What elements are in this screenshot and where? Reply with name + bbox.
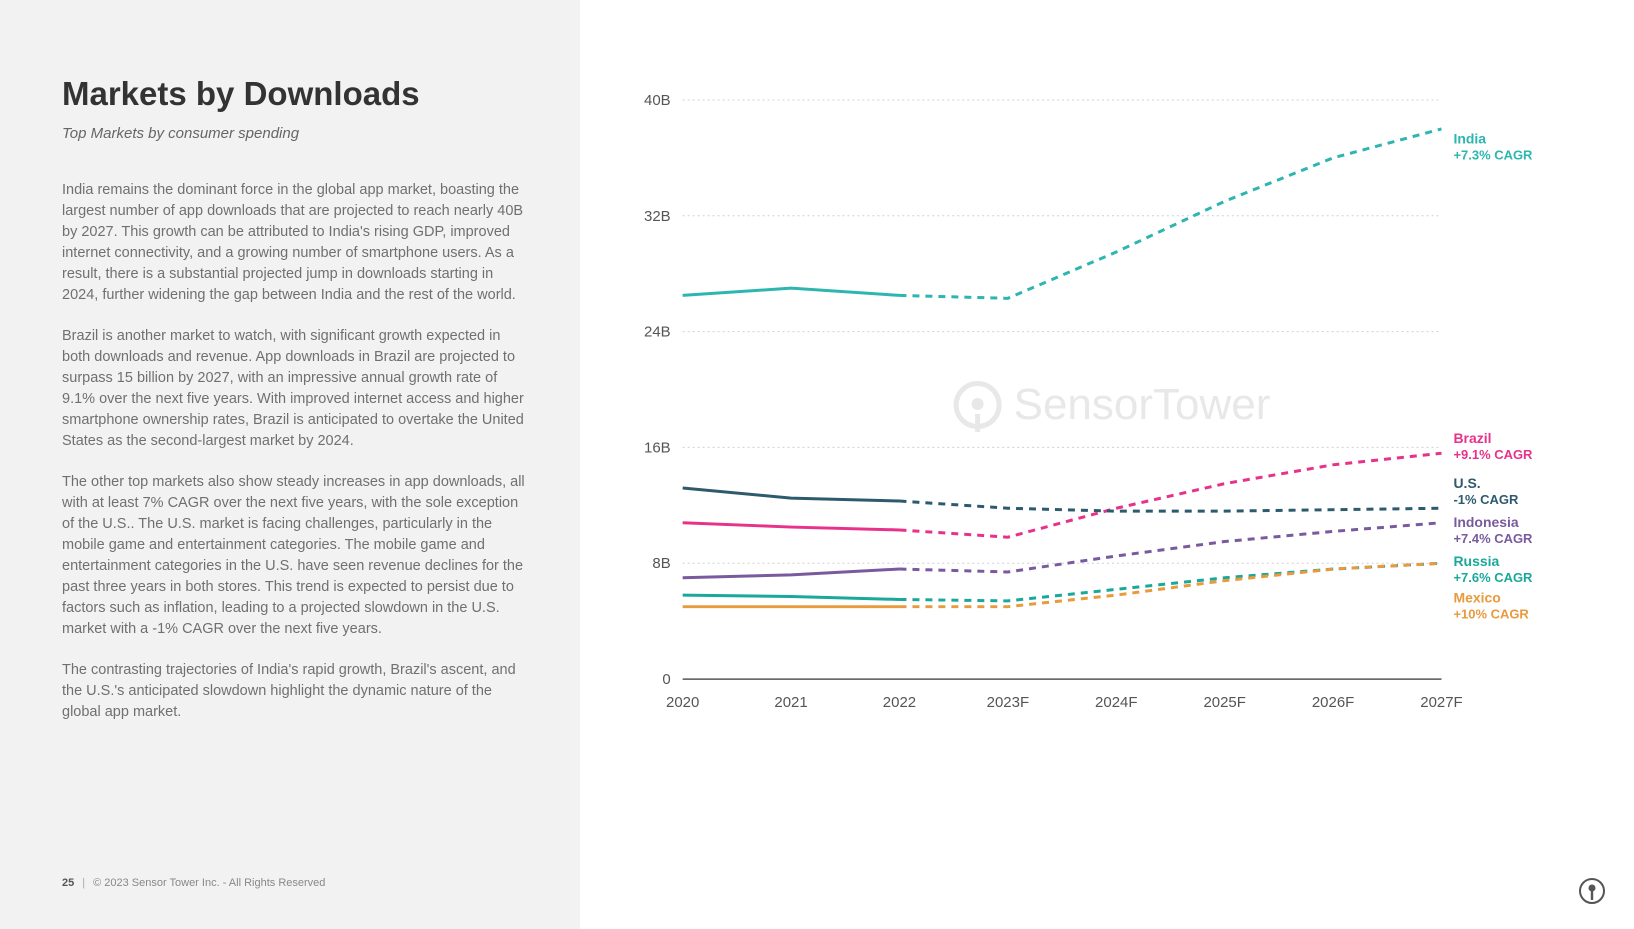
series-cagr-mexico: +10% CAGR: [1453, 606, 1529, 621]
series-line-russia: [683, 595, 900, 599]
x-axis-label: 2023F: [987, 694, 1029, 711]
footer-separator: |: [82, 877, 85, 889]
series-forecast-indonesia: [899, 523, 1441, 572]
page-title: Markets by Downloads: [62, 75, 530, 113]
x-axis-label: 2027F: [1420, 694, 1462, 711]
series-cagr-us: -1% CAGR: [1453, 492, 1518, 507]
footer: 25 | © 2023 Sensor Tower Inc. - All Righ…: [62, 877, 530, 889]
line-chart: 0 8B 16B 24B 32B 40B 2020 2021 2022 2023F 2024F 202…: [620, 80, 1604, 729]
series-line-india: [683, 288, 900, 295]
body-text: India remains the dominant force in the …: [62, 180, 530, 743]
series-name-russia: Russia: [1453, 553, 1499, 569]
series-name-indonesia: Indonesia: [1453, 514, 1518, 530]
x-axis-label: 2024F: [1095, 694, 1137, 711]
series-cagr-russia: +7.6% CAGR: [1453, 570, 1533, 585]
copyright-text: © 2023 Sensor Tower Inc. - All Rights Re…: [93, 877, 325, 889]
series-forecast-russia: [899, 563, 1441, 601]
series-name-us: U.S.: [1453, 475, 1480, 491]
paragraph: The contrasting trajectories of India's …: [62, 660, 530, 723]
paragraph: The other top markets also show steady i…: [62, 472, 530, 640]
x-axis-label: 2026F: [1312, 694, 1354, 711]
series-cagr-india: +7.3% CAGR: [1453, 147, 1533, 162]
y-axis-label: 40B: [644, 92, 671, 109]
x-axis-label: 2022: [883, 694, 916, 711]
brand-logo-icon: [1578, 877, 1606, 905]
page: Markets by Downloads Top Markets by cons…: [0, 0, 1634, 929]
x-axis-label: 2020: [666, 694, 699, 711]
series-forecast-brazil: [899, 453, 1441, 537]
series-cagr-brazil: +9.1% CAGR: [1453, 447, 1533, 462]
y-axis-label: 8B: [652, 555, 670, 572]
series-name-mexico: Mexico: [1453, 589, 1500, 605]
paragraph: Brazil is another market to watch, with …: [62, 326, 530, 452]
paragraph: India remains the dominant force in the …: [62, 180, 530, 306]
y-axis-label: 32B: [644, 208, 671, 225]
chart-container: SensorTower 08B16B24B32B40B2020202120222…: [620, 80, 1604, 729]
series-line-us: [683, 488, 900, 501]
text-panel: Markets by Downloads Top Markets by cons…: [0, 0, 580, 929]
series-forecast-us: [899, 501, 1441, 511]
y-axis-label: 16B: [644, 439, 671, 456]
series-name-india: India: [1453, 130, 1486, 146]
chart-panel: SensorTower 08B16B24B32B40B2020202120222…: [580, 0, 1634, 929]
series-name-brazil: Brazil: [1453, 430, 1491, 446]
y-axis-label: 24B: [644, 324, 671, 341]
x-axis-label: 2025F: [1203, 694, 1245, 711]
y-axis-label: 0: [662, 671, 670, 688]
series-forecast-india: [899, 129, 1441, 298]
series-cagr-indonesia: +7.4% CAGR: [1453, 531, 1533, 546]
x-axis-label: 2021: [774, 694, 807, 711]
page-number: 25: [62, 877, 74, 889]
page-subtitle: Top Markets by consumer spending: [62, 125, 530, 142]
series-line-indonesia: [683, 569, 900, 578]
series-line-brazil: [683, 523, 900, 530]
